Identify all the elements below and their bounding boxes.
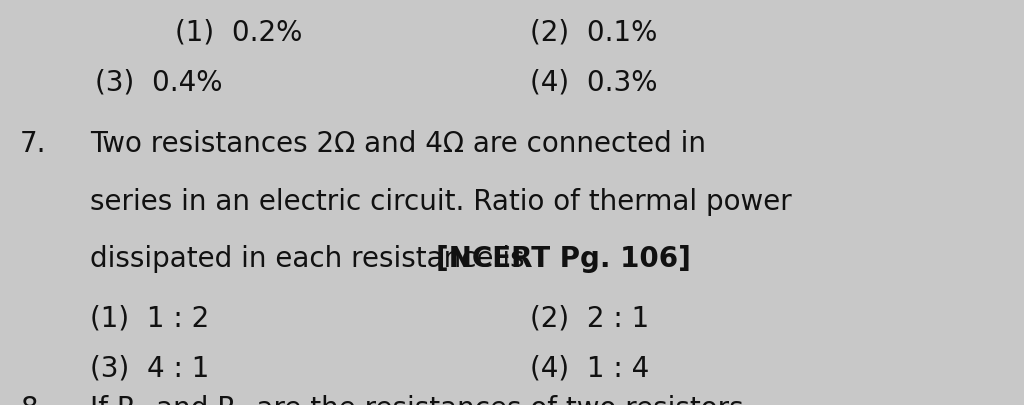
- Text: (3)  0.4%: (3) 0.4%: [95, 68, 222, 96]
- Text: series in an electric circuit. Ratio of thermal power: series in an electric circuit. Ratio of …: [90, 188, 792, 216]
- Text: (2)  2 : 1: (2) 2 : 1: [530, 305, 649, 333]
- Text: (3)  4 : 1: (3) 4 : 1: [90, 355, 209, 383]
- Text: (4)  0.3%: (4) 0.3%: [530, 68, 657, 96]
- Text: dissipated in each resistance is: dissipated in each resistance is: [90, 245, 534, 273]
- Text: [NCERT Pg. 106]: [NCERT Pg. 106]: [436, 245, 691, 273]
- Text: (2)  0.1%: (2) 0.1%: [530, 18, 657, 46]
- Text: If R₁ and R₂ are the resistances of two resistors: If R₁ and R₂ are the resistances of two …: [90, 395, 743, 405]
- Text: Two resistances 2Ω and 4Ω are connected in: Two resistances 2Ω and 4Ω are connected …: [90, 130, 706, 158]
- Text: (4)  1 : 4: (4) 1 : 4: [530, 355, 649, 383]
- Text: 8.: 8.: [20, 395, 46, 405]
- Text: 7.: 7.: [20, 130, 46, 158]
- Text: (1)  0.2%: (1) 0.2%: [175, 18, 302, 46]
- Text: (1)  1 : 2: (1) 1 : 2: [90, 305, 209, 333]
